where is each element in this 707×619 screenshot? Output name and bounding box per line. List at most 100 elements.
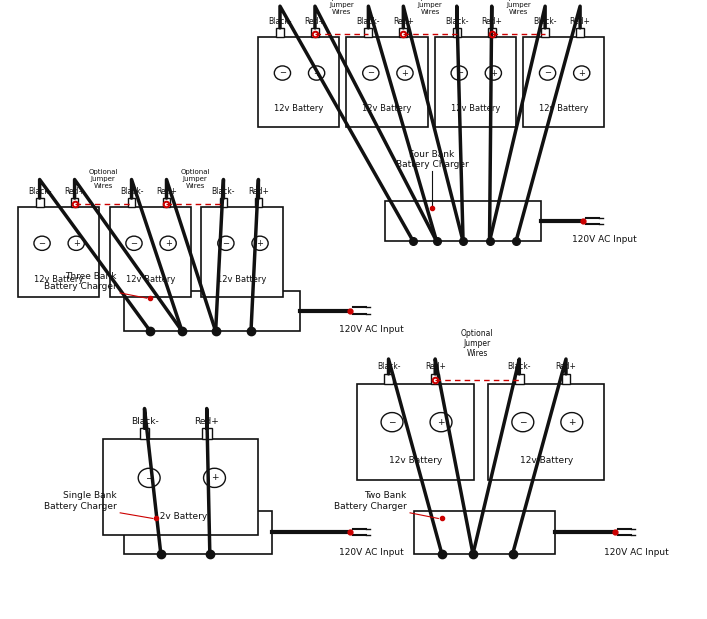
Text: +: + bbox=[165, 239, 172, 248]
Circle shape bbox=[573, 66, 590, 80]
Text: −: − bbox=[131, 239, 137, 248]
Text: Black-: Black- bbox=[211, 187, 235, 196]
Bar bbox=[18, 207, 99, 297]
Text: Red+: Red+ bbox=[393, 17, 414, 26]
Bar bbox=[435, 37, 516, 127]
Bar bbox=[488, 28, 496, 37]
Text: +: + bbox=[490, 69, 497, 77]
Bar bbox=[36, 198, 44, 207]
Text: +: + bbox=[257, 239, 264, 248]
Text: Red+: Red+ bbox=[194, 417, 219, 426]
Bar bbox=[385, 374, 393, 384]
Circle shape bbox=[381, 412, 403, 432]
Circle shape bbox=[451, 66, 467, 80]
Bar bbox=[255, 198, 262, 207]
Text: −: − bbox=[456, 69, 462, 77]
Text: 120V AC Input: 120V AC Input bbox=[604, 548, 669, 557]
Circle shape bbox=[363, 66, 379, 80]
Bar bbox=[385, 201, 541, 241]
Circle shape bbox=[160, 236, 176, 250]
Bar bbox=[124, 511, 272, 554]
Text: Two Bank
Battery Charger: Two Bank Battery Charger bbox=[334, 491, 407, 511]
Text: 120V AC Input: 120V AC Input bbox=[572, 235, 637, 244]
Text: Optional
Jumper
Wires: Optional Jumper Wires bbox=[503, 0, 533, 15]
Bar bbox=[201, 207, 283, 297]
Text: 12v Battery: 12v Battery bbox=[539, 105, 588, 113]
Text: −: − bbox=[519, 418, 527, 426]
Text: +: + bbox=[402, 69, 409, 77]
Text: +: + bbox=[437, 418, 445, 426]
Text: Black-: Black- bbox=[356, 17, 380, 26]
Bar bbox=[163, 198, 170, 207]
Text: Red+: Red+ bbox=[425, 362, 445, 371]
Text: +: + bbox=[578, 69, 585, 77]
Text: 12v Battery: 12v Battery bbox=[451, 105, 500, 113]
Text: Red+: Red+ bbox=[305, 17, 325, 26]
Circle shape bbox=[539, 66, 556, 80]
Circle shape bbox=[252, 236, 268, 250]
Text: Black-: Black- bbox=[28, 187, 52, 196]
Text: Black-: Black- bbox=[119, 187, 144, 196]
Text: 12v Battery: 12v Battery bbox=[363, 105, 411, 113]
Bar bbox=[220, 198, 228, 207]
Bar bbox=[576, 28, 584, 37]
Text: Red+: Red+ bbox=[64, 187, 85, 196]
Text: 12v Battery: 12v Battery bbox=[153, 512, 207, 521]
Text: −: − bbox=[146, 474, 153, 482]
Text: −: − bbox=[39, 239, 45, 248]
Text: 120V AC Input: 120V AC Input bbox=[339, 548, 404, 557]
Circle shape bbox=[204, 468, 226, 488]
Bar bbox=[515, 374, 524, 384]
Bar bbox=[201, 428, 211, 439]
Text: Red+: Red+ bbox=[570, 17, 590, 26]
Bar bbox=[562, 374, 571, 384]
Circle shape bbox=[512, 412, 534, 432]
Bar bbox=[453, 28, 461, 37]
Bar bbox=[258, 37, 339, 127]
Bar bbox=[365, 28, 373, 37]
Text: Optional
Jumper
Wires: Optional Jumper Wires bbox=[415, 0, 445, 15]
Bar bbox=[542, 28, 549, 37]
Text: Black-: Black- bbox=[533, 17, 557, 26]
Text: +: + bbox=[211, 474, 218, 482]
Text: 120V AC Input: 120V AC Input bbox=[339, 325, 404, 334]
Bar bbox=[399, 28, 407, 37]
Text: Red+: Red+ bbox=[481, 17, 502, 26]
Bar bbox=[523, 37, 604, 127]
Text: Optional
Jumper
Wires: Optional Jumper Wires bbox=[88, 169, 118, 189]
Text: Optional
Jumper
Wires: Optional Jumper Wires bbox=[327, 0, 356, 15]
Text: Black-: Black- bbox=[445, 17, 469, 26]
Bar bbox=[488, 384, 604, 480]
Bar bbox=[311, 28, 319, 37]
Circle shape bbox=[68, 236, 84, 250]
Bar bbox=[71, 198, 78, 207]
Circle shape bbox=[485, 66, 501, 80]
Text: −: − bbox=[279, 69, 286, 77]
Text: Optional
Jumper
Wires: Optional Jumper Wires bbox=[180, 169, 210, 189]
Text: 12v Battery: 12v Battery bbox=[520, 456, 573, 465]
Circle shape bbox=[126, 236, 142, 250]
Circle shape bbox=[430, 412, 452, 432]
Text: Optional
Jumper
Wires: Optional Jumper Wires bbox=[461, 329, 493, 358]
Circle shape bbox=[274, 66, 291, 80]
Bar bbox=[128, 198, 136, 207]
Bar bbox=[110, 207, 191, 297]
Text: Black-: Black- bbox=[508, 362, 531, 371]
Text: Red+: Red+ bbox=[248, 187, 269, 196]
Text: 12v Battery: 12v Battery bbox=[389, 456, 442, 465]
Text: 12v Battery: 12v Battery bbox=[34, 275, 83, 284]
Text: −: − bbox=[388, 418, 396, 426]
Bar bbox=[346, 37, 428, 127]
Text: +: + bbox=[313, 69, 320, 77]
Text: −: − bbox=[368, 69, 374, 77]
Text: 12v Battery: 12v Battery bbox=[274, 105, 323, 113]
Circle shape bbox=[34, 236, 50, 250]
Circle shape bbox=[218, 236, 234, 250]
Text: Four Bank
Battery Charger: Four Bank Battery Charger bbox=[396, 150, 468, 169]
Text: Three Bank
Battery Charger: Three Bank Battery Charger bbox=[44, 272, 117, 291]
Text: −: − bbox=[544, 69, 551, 77]
Text: Red+: Red+ bbox=[556, 362, 576, 371]
Bar bbox=[124, 291, 300, 331]
Bar bbox=[431, 374, 440, 384]
Text: Black-: Black- bbox=[131, 417, 158, 426]
